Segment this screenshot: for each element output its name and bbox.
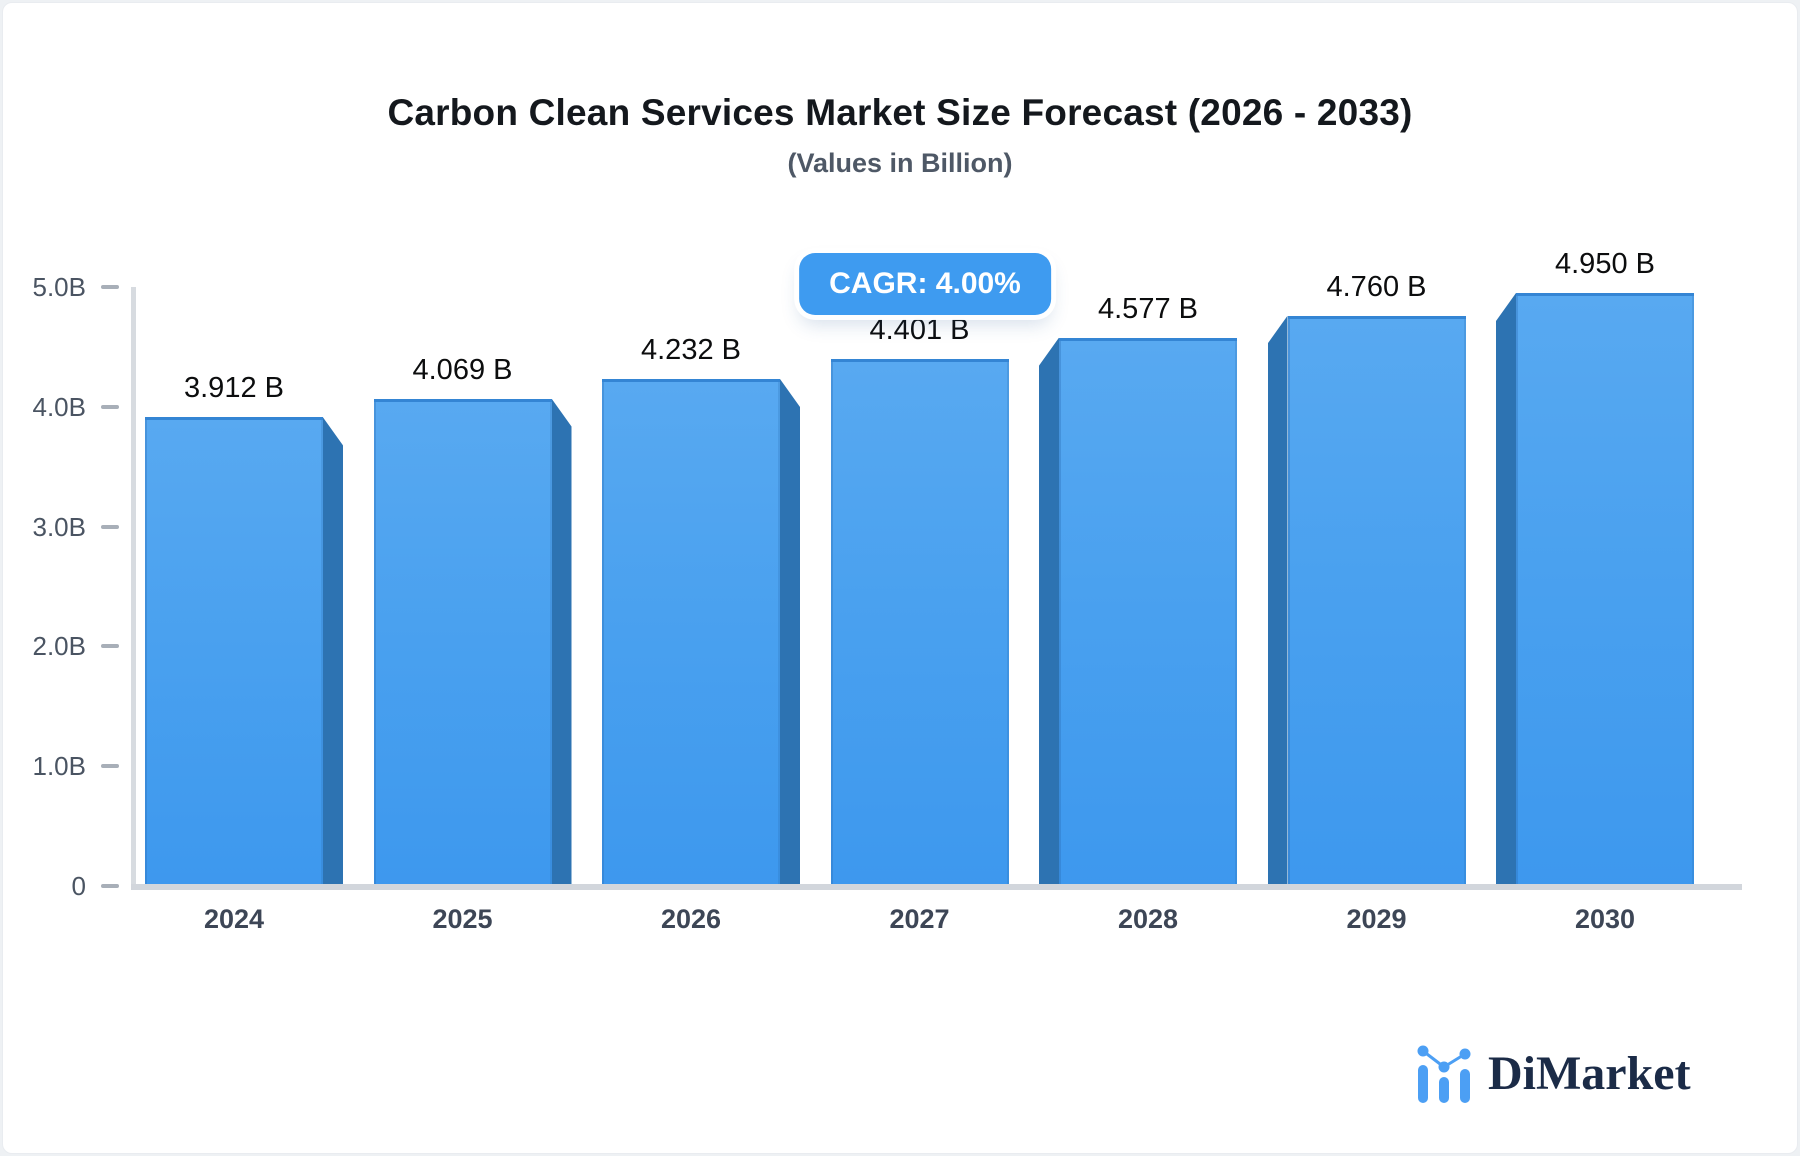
x-axis-label: 2025 [432,904,493,934]
bar-value-label: 4.401 B [869,313,970,346]
x-axis-label: 2030 [1574,904,1636,934]
x-axis-label: 2026 [660,904,722,934]
y-axis-label: 5.0B [32,272,87,302]
y-axis-label: 0 [71,871,86,901]
bar-value-label: 4.577 B [1098,292,1198,325]
bar-face [145,417,323,889]
y-axis-label: 3.0B [32,511,87,542]
x-axis-label: 2029 [1346,904,1407,934]
x-axis-label: 2027 [889,904,950,934]
cagr-badge: CAGR: 4.00% [799,253,1051,315]
y-axis-label: 4.0B [32,391,87,422]
bar-face [1516,292,1694,889]
bar-side-3d [780,379,800,886]
bar-face [373,398,552,889]
y-axis-tick [101,404,119,409]
brand-logo-text: DiMarket [1488,1047,1691,1100]
bar-chart-sparkline-icon [1417,1045,1471,1103]
y-axis-tick [101,884,119,888]
y-axis-label: 1.0B [32,751,87,782]
bar-value-label: 3.912 B [184,372,284,405]
y-axis-label: 2.0B [32,631,87,662]
y-axis-line [131,287,136,888]
chart-title: Carbon Clean Services Market Size Foreca… [387,92,1413,133]
bar-side-3d [1267,315,1288,886]
bar-face [830,358,1009,889]
bar-value-label: 4.950 B [1555,247,1655,280]
y-axis-tick [101,285,119,289]
bar-face [602,379,780,889]
x-axis-label: 2024 [203,904,265,934]
bar-side-3d [1039,337,1059,886]
y-axis-tick [101,524,119,529]
bar-side-3d [551,398,572,886]
bar-face [1059,337,1237,889]
brand-logo: DiMarket [1414,1042,1691,1106]
y-axis-tick [101,764,119,769]
x-axis-baseline [131,884,1742,890]
bar-value-label: 4.069 B [412,353,513,386]
y-axis-tick [101,644,119,649]
x-axis-label: 2028 [1117,904,1179,934]
bar-value-label: 4.232 B [641,334,741,366]
bar-side-3d [323,417,343,886]
bar-face [1287,315,1466,889]
bar-value-label: 4.760 B [1326,270,1427,303]
chart-subtitle: (Values in Billion) [787,148,1013,178]
bar-side-3d [1496,292,1516,886]
